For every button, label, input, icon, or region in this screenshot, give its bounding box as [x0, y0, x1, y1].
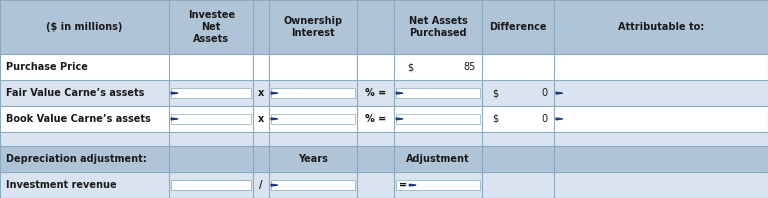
Bar: [0, 106, 768, 132]
Text: Ownership
Interest: Ownership Interest: [283, 16, 343, 38]
Polygon shape: [396, 118, 403, 120]
Text: Adjustment: Adjustment: [406, 154, 470, 164]
Text: Depreciation adjustment:: Depreciation adjustment:: [6, 154, 147, 164]
Polygon shape: [171, 92, 178, 94]
Polygon shape: [409, 184, 416, 186]
Text: $: $: [181, 180, 187, 190]
Polygon shape: [556, 92, 563, 94]
Text: Book Value Carne’s assets: Book Value Carne’s assets: [6, 114, 151, 124]
Text: $: $: [407, 62, 413, 72]
Text: Fair Value Carne’s assets: Fair Value Carne’s assets: [6, 88, 144, 98]
Bar: [0, 172, 768, 198]
Bar: [171, 180, 251, 190]
Bar: [0, 0, 768, 54]
Text: $: $: [492, 88, 498, 98]
Polygon shape: [271, 92, 278, 94]
Bar: [0, 147, 768, 172]
Bar: [396, 88, 480, 98]
Text: 85: 85: [464, 62, 476, 72]
Polygon shape: [171, 118, 178, 120]
Text: x: x: [258, 114, 264, 124]
Bar: [171, 114, 251, 124]
Polygon shape: [271, 184, 278, 186]
Bar: [171, 88, 251, 98]
Text: 0: 0: [541, 88, 548, 98]
Text: Difference: Difference: [489, 22, 547, 32]
Bar: [271, 88, 355, 98]
Text: Net Assets
Purchased: Net Assets Purchased: [409, 16, 468, 38]
Text: Years: Years: [298, 154, 328, 164]
Bar: [171, 180, 251, 190]
Text: % =: % =: [365, 88, 386, 98]
Bar: [0, 132, 768, 147]
Text: /: /: [260, 180, 263, 190]
Bar: [396, 114, 480, 124]
Text: $: $: [492, 114, 498, 124]
Text: =: =: [399, 180, 407, 190]
Text: Purchase Price: Purchase Price: [6, 62, 88, 72]
Bar: [0, 54, 768, 80]
Text: Investment revenue: Investment revenue: [6, 180, 117, 190]
Bar: [271, 180, 355, 190]
Bar: [0, 80, 768, 106]
Polygon shape: [556, 118, 563, 120]
Bar: [396, 180, 480, 190]
Text: ($ in millions): ($ in millions): [46, 22, 123, 32]
Polygon shape: [396, 92, 403, 94]
Text: 0: 0: [541, 114, 548, 124]
Text: Investee
Net
Assets: Investee Net Assets: [187, 10, 235, 44]
Bar: [271, 114, 355, 124]
Text: % =: % =: [365, 114, 386, 124]
Text: 0: 0: [241, 180, 247, 190]
Text: x: x: [258, 88, 264, 98]
Text: Attributable to:: Attributable to:: [617, 22, 704, 32]
Polygon shape: [271, 118, 278, 120]
